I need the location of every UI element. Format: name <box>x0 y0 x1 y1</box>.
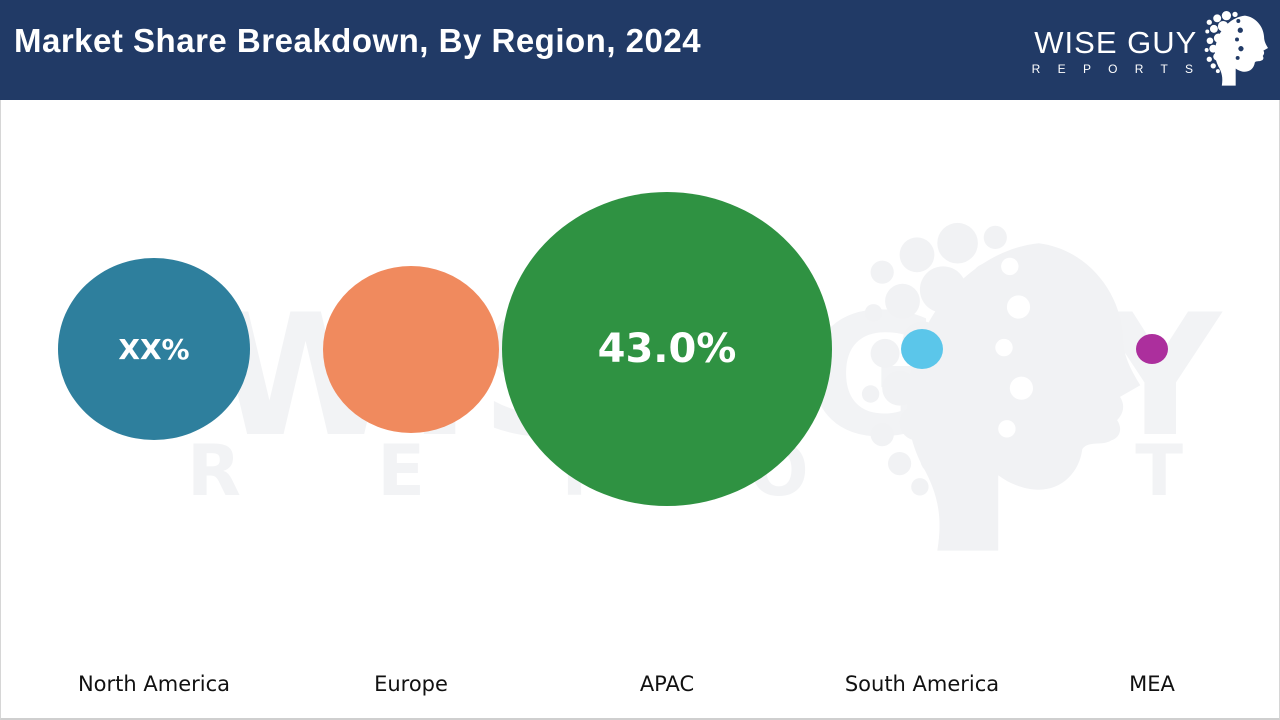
category-label-mea: MEA <box>1129 672 1175 696</box>
bubble-europe[interactable] <box>323 265 499 433</box>
bubble-mea[interactable] <box>1136 334 1168 364</box>
bubble-chart: WISE GUY R E P O R T S XX%43.0% North Am… <box>0 100 1280 720</box>
bubble-south-america[interactable] <box>901 329 943 369</box>
header-bar: Market Share Breakdown, By Region, 2024 … <box>0 0 1280 100</box>
logo-text: WISE GUY R E P O R T S <box>1032 25 1200 76</box>
bubble-value-label: XX% <box>118 332 190 366</box>
logo-subtitle: R E P O R T S <box>1031 61 1200 76</box>
head-profile-icon <box>1204 11 1269 86</box>
category-label-south-america: South America <box>844 672 1000 696</box>
category-label-europe: Europe <box>374 672 448 696</box>
bubble-apac[interactable]: 43.0% <box>502 192 832 506</box>
bubble-north-america[interactable]: XX% <box>58 258 250 440</box>
bubble-value-label: 43.0% <box>597 326 737 372</box>
watermark-head-profile <box>861 222 1141 551</box>
wise-guy-logo: WISE GUY R E P O R T S <box>1032 7 1270 93</box>
category-label-apac: APAC <box>639 672 695 696</box>
category-label-north-america: North America <box>77 672 231 696</box>
page-title: Market Share Breakdown, By Region, 2024 <box>14 22 702 59</box>
logo-wordmark: WISE GUY <box>1034 24 1198 60</box>
